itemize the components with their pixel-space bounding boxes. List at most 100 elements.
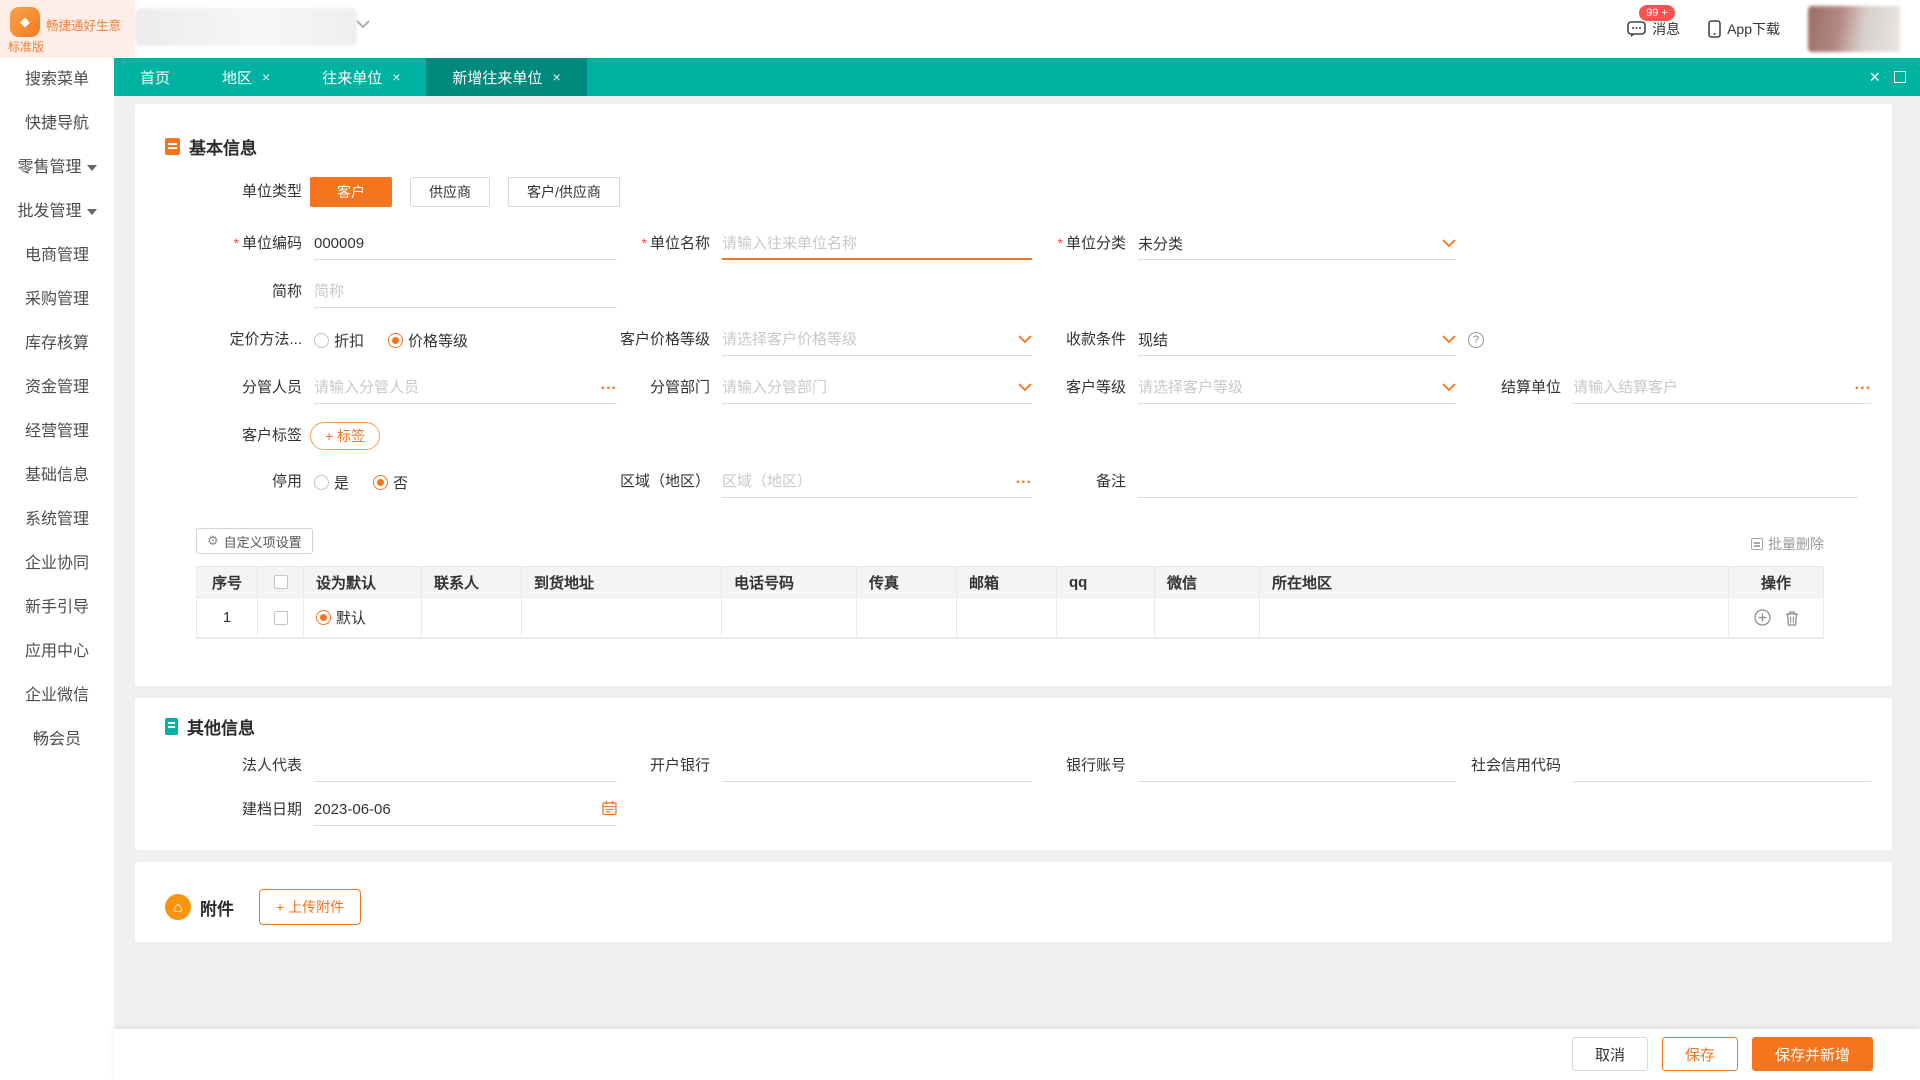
sidebar-item-funds-mgmt[interactable]: 资金管理: [24, 379, 89, 396]
checkbox-icon[interactable]: [273, 575, 288, 589]
tab-contacts[interactable]: 往来单位 ×: [322, 69, 401, 87]
customer-price-level-select[interactable]: [722, 331, 1012, 348]
sidebar-item-inventory-accounting[interactable]: 库存核算: [24, 335, 89, 352]
sidebar-item-retail-mgmt[interactable]: 零售管理: [0, 146, 114, 190]
tab-home[interactable]: 首页: [140, 69, 171, 87]
delete-row-icon[interactable]: [1785, 610, 1799, 626]
footer-action-bar: 取消 保存 保存并新增: [114, 1029, 1920, 1080]
radio-icon[interactable]: [314, 332, 329, 348]
sidebar-item-purchase-mgmt[interactable]: 采购管理: [24, 291, 89, 308]
ellipsis-picker-icon[interactable]: ...: [600, 375, 617, 393]
close-all-tabs-icon[interactable]: ×: [1869, 66, 1880, 87]
close-icon[interactable]: ×: [392, 69, 401, 85]
customer-level-label: 客户等级: [1065, 379, 1126, 396]
sidebar-item-quick-nav[interactable]: 快捷导航: [24, 115, 89, 132]
chevron-down-icon[interactable]: [1442, 383, 1456, 392]
credit-code-input[interactable]: [1573, 757, 1871, 774]
chevron-down-icon[interactable]: [1442, 239, 1456, 248]
messages-button[interactable]: 99 + 消息: [1627, 5, 1681, 39]
chevron-down-icon[interactable]: [1018, 335, 1032, 344]
custom-field-settings-button[interactable]: ⚙ 自定义项设置: [196, 528, 313, 554]
unit-code-input[interactable]: [314, 235, 617, 252]
calendar-icon[interactable]: [602, 800, 617, 816]
sidebar-item-enterprise-collab[interactable]: 企业协同: [24, 555, 89, 572]
help-icon[interactable]: ?: [1468, 332, 1484, 348]
radio-selected-icon[interactable]: [388, 332, 404, 348]
row-email-cell[interactable]: [957, 598, 1057, 638]
add-row-icon[interactable]: [1753, 609, 1771, 626]
user-avatar[interactable]: [1808, 6, 1900, 52]
disabled-label: 停用: [271, 473, 302, 490]
unit-name-input[interactable]: [722, 234, 1032, 252]
sidebar-item-wholesale-mgmt[interactable]: 批发管理: [0, 190, 114, 234]
chevron-down-icon[interactable]: [356, 20, 370, 29]
ellipsis-picker-icon[interactable]: ...: [1015, 469, 1032, 487]
manager-input[interactable]: [314, 379, 595, 396]
basic-info-card: 基本信息 单位类型 客户 供应商 客户/供应商 *单位编码 *单位名称 *单位分…: [135, 104, 1892, 686]
unit-name-label: * 单位名称: [641, 235, 710, 252]
unit-type-supplier-button[interactable]: 供应商: [410, 177, 490, 207]
radio-selected-icon[interactable]: [316, 610, 331, 625]
settlement-unit-input[interactable]: [1573, 379, 1849, 396]
close-icon[interactable]: ×: [552, 69, 561, 85]
legal-rep-input[interactable]: [314, 757, 617, 774]
bank-account-input[interactable]: [1138, 757, 1456, 774]
save-and-new-button[interactable]: 保存并新增: [1751, 1037, 1873, 1071]
messages-label: 消息: [1652, 21, 1681, 37]
sidebar-item-member[interactable]: 畅会员: [32, 731, 81, 748]
sidebar-item-system-mgmt[interactable]: 系统管理: [24, 511, 89, 528]
row-qq-cell[interactable]: [1057, 598, 1155, 638]
pricing-pricelevel-radio[interactable]: 价格等级: [388, 330, 468, 351]
disabled-yes-radio[interactable]: 是: [314, 472, 349, 493]
sidebar-item-search-menu[interactable]: 搜索菜单: [24, 71, 89, 88]
sidebar-item-app-center[interactable]: 应用中心: [24, 643, 89, 660]
app-download-button[interactable]: App下载: [1708, 19, 1780, 39]
bank-input[interactable]: [722, 757, 1032, 774]
sidebar-item-ecommerce-mgmt[interactable]: 电商管理: [24, 247, 89, 264]
header-location: 所在地区: [1260, 567, 1729, 598]
sidebar-item-wecom[interactable]: 企业微信: [24, 687, 89, 704]
chevron-down-icon[interactable]: [1018, 383, 1032, 392]
row-fax-cell[interactable]: [857, 598, 957, 638]
sidebar-item-operations-mgmt[interactable]: 经营管理: [24, 423, 89, 440]
dept-select[interactable]: [722, 379, 1012, 396]
unit-category-select[interactable]: [1138, 235, 1436, 252]
disabled-no-radio[interactable]: 否: [373, 472, 408, 493]
add-tag-button[interactable]: + 标签: [310, 422, 381, 450]
cancel-button[interactable]: 取消: [1571, 1037, 1648, 1071]
upload-attachment-button[interactable]: + 上传附件: [259, 889, 362, 925]
sidebar-item-base-info[interactable]: 基础信息: [24, 467, 89, 484]
row-contact-cell[interactable]: [422, 598, 522, 638]
region-input[interactable]: [722, 473, 1010, 490]
row-location-cell[interactable]: [1260, 598, 1729, 638]
ellipsis-picker-icon[interactable]: ...: [1854, 375, 1871, 393]
payment-terms-select[interactable]: [1138, 331, 1436, 348]
unit-type-both-button[interactable]: 客户/供应商: [508, 177, 620, 207]
batch-delete-button[interactable]: 批量删除: [1751, 534, 1824, 554]
tab-region[interactable]: 地区 ×: [222, 69, 271, 87]
sidebar-item-beginner-guide[interactable]: 新手引导: [24, 599, 89, 616]
remark-input[interactable]: [1138, 473, 1858, 490]
checkbox-icon[interactable]: [273, 610, 288, 625]
chevron-down-icon[interactable]: [1442, 335, 1456, 344]
header-fax: 传真: [857, 567, 957, 598]
row-address-cell[interactable]: [522, 598, 722, 638]
customer-level-select[interactable]: [1138, 379, 1436, 396]
row-wechat-cell[interactable]: [1155, 598, 1260, 638]
radio-icon[interactable]: [314, 474, 329, 490]
tab-new-contact[interactable]: 新增往来单位 ×: [426, 58, 587, 96]
header-delivery-address: 到货地址: [522, 567, 722, 598]
fullscreen-icon[interactable]: [1894, 71, 1906, 83]
pricing-discount-radio[interactable]: 折扣: [314, 330, 364, 351]
brand-edition: 标准版: [8, 40, 45, 54]
short-name-input[interactable]: [314, 283, 617, 300]
customer-tag-label: 客户标签: [241, 427, 302, 444]
required-asterisk: *: [641, 235, 647, 251]
bank-label: 开户银行: [649, 757, 710, 774]
unit-type-customer-button[interactable]: 客户: [310, 177, 392, 207]
radio-selected-icon[interactable]: [373, 474, 389, 490]
file-date-input[interactable]: [314, 801, 597, 818]
row-phone-cell[interactable]: [722, 598, 857, 638]
save-button[interactable]: 保存: [1661, 1037, 1738, 1071]
close-icon[interactable]: ×: [262, 69, 271, 85]
